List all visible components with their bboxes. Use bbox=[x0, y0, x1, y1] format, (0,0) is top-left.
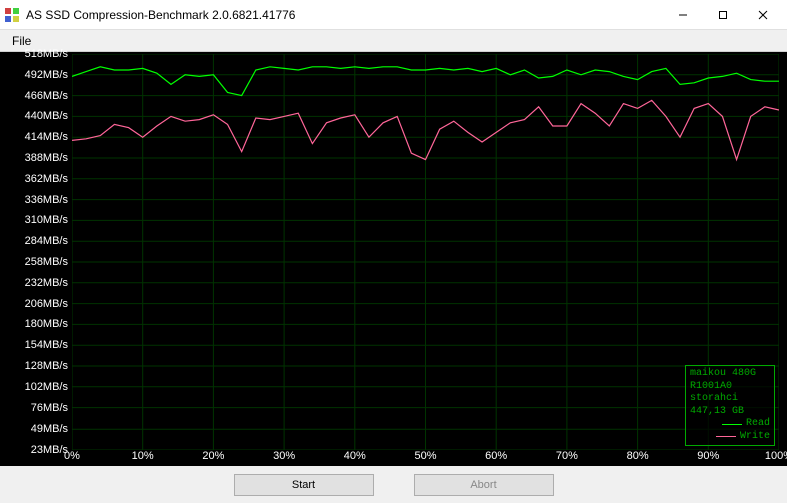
y-tick-label: 466MB/s bbox=[25, 90, 68, 102]
legend-read: Read bbox=[690, 418, 770, 431]
y-tick-label: 128MB/s bbox=[25, 360, 68, 372]
y-tick-label: 49MB/s bbox=[31, 423, 68, 435]
y-axis-labels: 518MB/s492MB/s466MB/s440MB/s414MB/s388MB… bbox=[0, 52, 72, 450]
x-tick-label: 70% bbox=[556, 450, 578, 462]
y-tick-label: 206MB/s bbox=[25, 298, 68, 310]
y-tick-label: 414MB/s bbox=[25, 131, 68, 143]
device-name: maikou 480G bbox=[690, 368, 770, 381]
window-title: AS SSD Compression-Benchmark 2.0.6821.41… bbox=[26, 8, 663, 22]
y-tick-label: 388MB/s bbox=[25, 152, 68, 164]
y-tick-label: 154MB/s bbox=[25, 339, 68, 351]
y-tick-label: 258MB/s bbox=[25, 256, 68, 268]
y-tick-label: 336MB/s bbox=[25, 194, 68, 206]
y-tick-label: 76MB/s bbox=[31, 402, 68, 414]
x-tick-label: 50% bbox=[414, 450, 436, 462]
y-tick-label: 362MB/s bbox=[25, 173, 68, 185]
y-tick-label: 102MB/s bbox=[25, 381, 68, 393]
x-tick-label: 20% bbox=[202, 450, 224, 462]
abort-button[interactable]: Abort bbox=[414, 474, 554, 496]
button-row: Start Abort bbox=[0, 466, 787, 503]
chart-area: 518MB/s492MB/s466MB/s440MB/s414MB/s388MB… bbox=[0, 52, 787, 466]
device-firmware: R1001A0 bbox=[690, 381, 770, 394]
legend-write: Write bbox=[690, 431, 770, 444]
minimize-button[interactable] bbox=[663, 1, 703, 29]
app-icon bbox=[4, 7, 20, 23]
y-tick-label: 180MB/s bbox=[25, 318, 68, 330]
x-tick-label: 40% bbox=[344, 450, 366, 462]
device-info-box: maikou 480G R1001A0 storahci 447,13 GB R… bbox=[685, 365, 775, 446]
x-tick-label: 0% bbox=[64, 450, 80, 462]
device-driver: storahci bbox=[690, 393, 770, 406]
start-button[interactable]: Start bbox=[234, 474, 374, 496]
x-tick-label: 100% bbox=[765, 450, 787, 462]
window-controls bbox=[663, 1, 783, 29]
device-capacity: 447,13 GB bbox=[690, 406, 770, 419]
chart-plot bbox=[72, 54, 779, 450]
y-tick-label: 284MB/s bbox=[25, 235, 68, 247]
x-tick-label: 80% bbox=[627, 450, 649, 462]
x-tick-label: 90% bbox=[697, 450, 719, 462]
maximize-button[interactable] bbox=[703, 1, 743, 29]
x-tick-label: 60% bbox=[485, 450, 507, 462]
y-tick-label: 23MB/s bbox=[31, 444, 68, 456]
close-button[interactable] bbox=[743, 1, 783, 29]
x-tick-label: 10% bbox=[132, 450, 154, 462]
y-tick-label: 492MB/s bbox=[25, 69, 68, 81]
x-tick-label: 30% bbox=[273, 450, 295, 462]
titlebar: AS SSD Compression-Benchmark 2.0.6821.41… bbox=[0, 0, 787, 30]
x-axis-labels: 0%10%20%30%40%50%60%70%80%90%100% bbox=[72, 450, 779, 466]
y-tick-label: 232MB/s bbox=[25, 277, 68, 289]
y-tick-label: 518MB/s bbox=[25, 48, 68, 60]
y-tick-label: 440MB/s bbox=[25, 110, 68, 122]
y-tick-label: 310MB/s bbox=[25, 214, 68, 226]
menubar: File bbox=[0, 30, 787, 52]
